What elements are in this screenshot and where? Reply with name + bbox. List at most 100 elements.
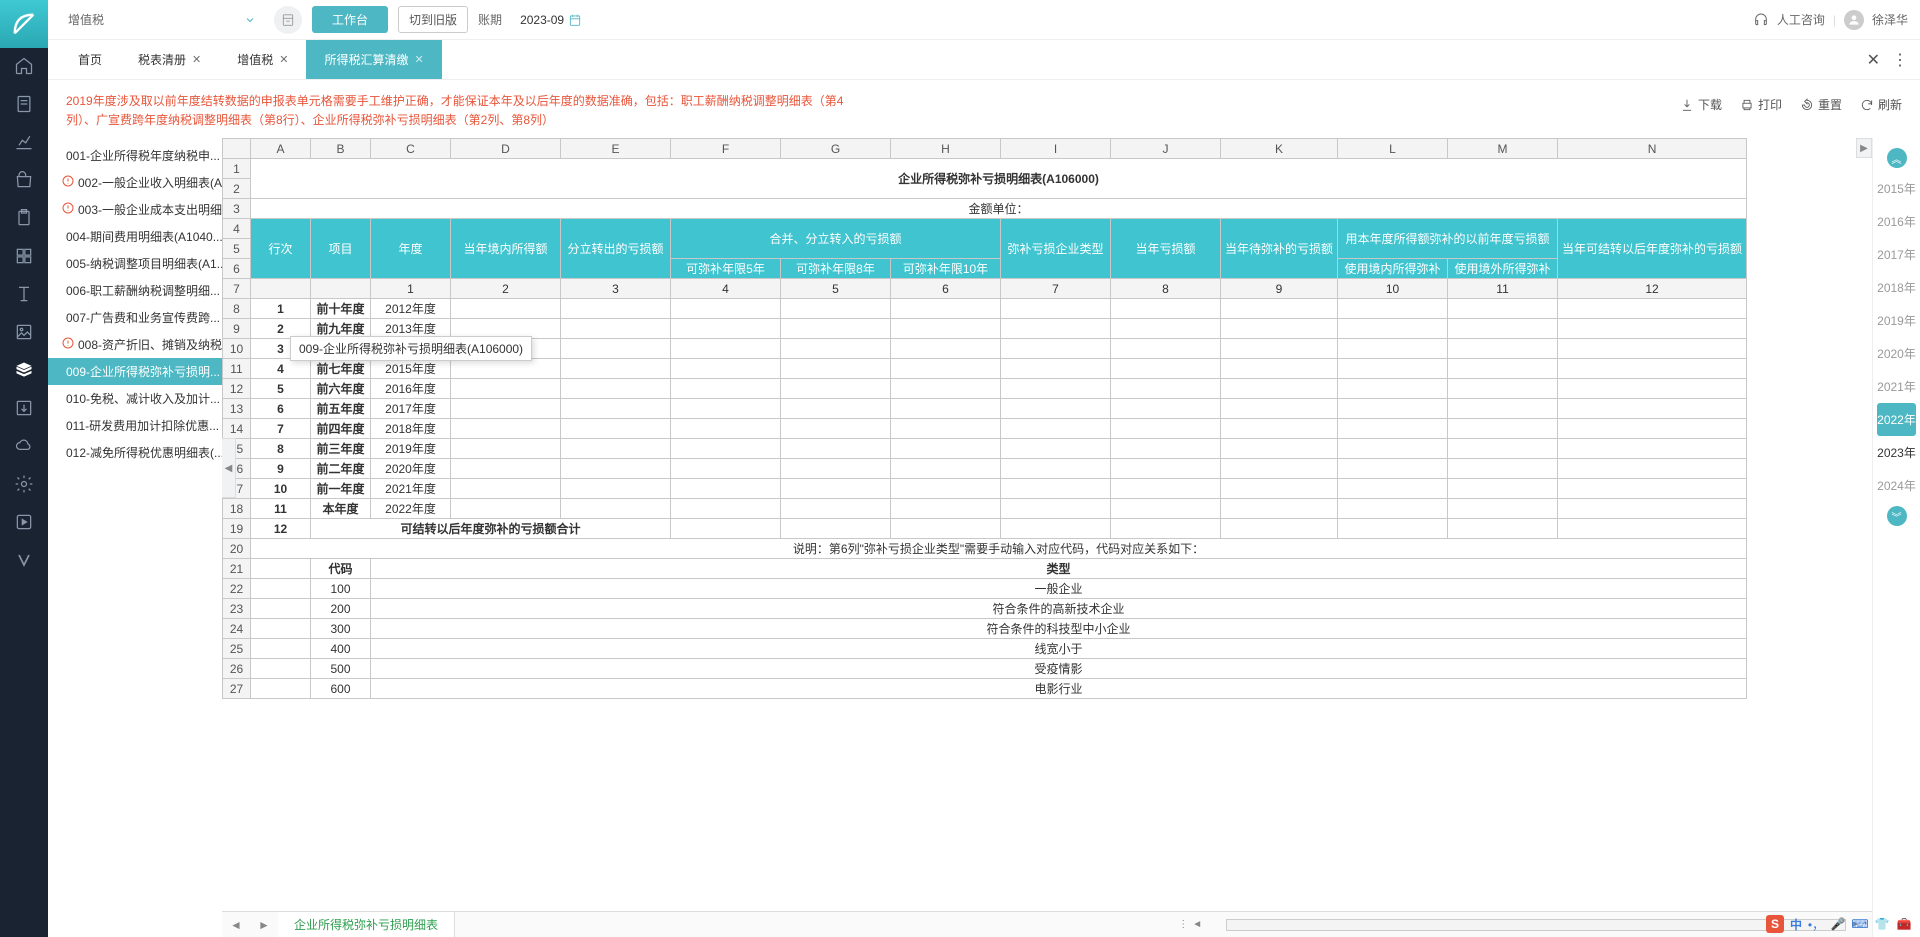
stack-icon[interactable]	[14, 360, 34, 380]
year-button[interactable]: 2017年	[1873, 238, 1920, 271]
tab-label: 税表清册	[138, 51, 186, 68]
company-name: 增值税	[68, 11, 104, 28]
sheet-expand-handle[interactable]: ▶	[1856, 138, 1872, 158]
tab[interactable]: 所得税汇算清缴 ✕	[306, 40, 441, 79]
grid-icon[interactable]	[14, 246, 34, 266]
tree-item-label: 005-纳税调整项目明细表(A1...	[66, 255, 222, 272]
ime-punct-icon[interactable]: •，	[1808, 916, 1824, 932]
year-button[interactable]: 2018年	[1873, 271, 1920, 304]
year-button[interactable]: 2020年	[1873, 337, 1920, 370]
ime-tool-icon[interactable]: 🧰	[1896, 916, 1912, 932]
ime-skin-icon[interactable]: 👕	[1874, 916, 1890, 932]
tree-item[interactable]: 002-一般企业收入明细表(A1...	[48, 169, 222, 196]
tab-close-icon[interactable]: ✕	[192, 53, 201, 66]
workbench-button[interactable]: 工作台	[312, 6, 388, 33]
sheet-tab[interactable]: 企业所得税弥补亏损明细表	[278, 912, 455, 937]
year-scroll-down[interactable]: ︾	[1887, 506, 1907, 526]
year-button[interactable]: 2021年	[1873, 370, 1920, 403]
tree-item[interactable]: 008-资产折旧、摊销及纳税...	[48, 331, 222, 358]
tree-item-label: 003-一般企业成本支出明细...	[78, 201, 222, 218]
tab-close-icon[interactable]: ✕	[279, 53, 288, 66]
tab-label: 所得税汇算清缴	[324, 51, 408, 68]
tab[interactable]: 增值税 ✕	[219, 40, 306, 79]
user-name[interactable]: 徐泽华	[1872, 11, 1908, 28]
reset-button[interactable]: 重置	[1800, 96, 1842, 113]
company-dropdown[interactable]: 增值税	[60, 11, 264, 28]
calendar-circle-button[interactable]	[274, 6, 302, 34]
ime-badge[interactable]: S	[1766, 915, 1784, 933]
year-button[interactable]: 2022年	[1877, 403, 1916, 436]
year-button[interactable]: 2016年	[1873, 205, 1920, 238]
warn-icon	[62, 202, 74, 217]
refresh-button[interactable]: 刷新	[1860, 96, 1902, 113]
ime-lang[interactable]: 中	[1790, 916, 1802, 933]
year-button[interactable]: 2024年	[1873, 469, 1920, 502]
home-icon[interactable]	[14, 56, 34, 76]
spreadsheet[interactable]: ABCDEFGHIJKLMN1企业所得税弥补亏损明细表(A106000)23金额…	[222, 138, 1872, 911]
chevron-down-icon	[244, 14, 256, 26]
tree-collapse-handle[interactable]: ◀	[222, 438, 236, 498]
doc-icon[interactable]	[14, 94, 34, 114]
warning-text: 2019年度涉及取以前年度结转数据的申报表单元格需要手工维护正确，才能保证本年及…	[66, 92, 846, 130]
clipboard-icon[interactable]	[14, 208, 34, 228]
tree-item-label: 002-一般企业收入明细表(A1...	[78, 174, 222, 191]
tab-label: 增值税	[237, 51, 273, 68]
print-button[interactable]: 打印	[1740, 96, 1782, 113]
warn-icon	[62, 175, 74, 190]
calendar-icon	[568, 13, 582, 27]
tab-close-icon[interactable]: ✕	[415, 53, 424, 66]
ime-keyboard-icon[interactable]: ⌨	[1852, 916, 1868, 932]
tab-label: 首页	[78, 51, 102, 68]
download-button[interactable]: 下载	[1680, 96, 1722, 113]
app-logo	[10, 10, 38, 38]
tree-item[interactable]: 003-一般企业成本支出明细...	[48, 196, 222, 223]
chart-icon[interactable]	[14, 132, 34, 152]
close-all-icon[interactable]: ✕	[1867, 50, 1880, 70]
tree-item-label: 009-企业所得税弥补亏损明...	[66, 363, 220, 380]
tab[interactable]: 税表清册 ✕	[120, 40, 219, 79]
v-icon[interactable]	[14, 550, 34, 570]
sheet-footer: ◄ ► 企业所得税弥补亏损明细表 ⋮ ◄ ►	[222, 911, 1872, 937]
tabs-bar: 首页 税表清册 ✕ 增值税 ✕ 所得税汇算清缴 ✕ ✕ ⋮	[48, 40, 1920, 80]
topbar: 增值税 工作台 切到旧版 账期 2023-09 人工咨询 | 徐泽华	[48, 0, 1920, 40]
tree-item[interactable]: 009-企业所得税弥补亏损明...	[48, 358, 222, 385]
tree-item-label: 001-企业所得税年度纳税申...	[66, 147, 220, 164]
tree-item[interactable]: 005-纳税调整项目明细表(A1...	[48, 250, 222, 277]
warn-icon	[62, 337, 74, 352]
period-value: 2023-09	[520, 13, 564, 27]
bag-icon[interactable]	[14, 170, 34, 190]
year-button[interactable]: 2019年	[1873, 304, 1920, 337]
tree-tooltip: 009-企业所得税弥补亏损明细表(A106000)	[290, 336, 532, 361]
tab[interactable]: 首页	[60, 40, 120, 79]
year-scroll-up[interactable]: ︽	[1887, 148, 1907, 168]
h-scrollbar[interactable]	[1226, 919, 1846, 931]
tree-item[interactable]: 007-广告费和业务宣传费跨...	[48, 304, 222, 331]
gear-icon[interactable]	[14, 474, 34, 494]
tabs-menu-icon[interactable]: ⋮	[1892, 50, 1908, 70]
ime-bar: S 中 •， 🎤 ⌨ 👕 🧰	[1766, 915, 1912, 933]
tree-item[interactable]: 011-研发费用加计扣除优惠...	[48, 412, 222, 439]
export-icon[interactable]	[14, 398, 34, 418]
tree-item-label: 008-资产折旧、摊销及纳税...	[78, 336, 222, 353]
tree-item[interactable]: 010-免税、减计收入及加计...	[48, 385, 222, 412]
ime-mic-icon[interactable]: 🎤	[1830, 916, 1846, 932]
tree-item[interactable]: 012-减免所得税优惠明细表(...	[48, 439, 222, 466]
tree-item[interactable]: 004-期间费用明细表(A1040...	[48, 223, 222, 250]
tree-item[interactable]: 001-企业所得税年度纳税申...	[48, 142, 222, 169]
period-picker[interactable]: 2023-09	[512, 10, 590, 30]
avatar[interactable]	[1844, 10, 1864, 30]
switch-old-button[interactable]: 切到旧版	[398, 6, 468, 33]
tree-item[interactable]: 006-职工薪酬纳税调整明细...	[48, 277, 222, 304]
year-button[interactable]: 2015年	[1873, 172, 1920, 205]
sheet-next-icon[interactable]: ►	[250, 918, 278, 932]
year-rail: ︽ 2015年2016年2017年2018年2019年2020年2021年202…	[1872, 138, 1920, 937]
consult-link[interactable]: 人工咨询	[1777, 11, 1825, 28]
text-icon[interactable]	[14, 284, 34, 304]
sheet-prev-icon[interactable]: ◄	[222, 918, 250, 932]
period-label: 账期	[478, 11, 502, 28]
play-icon[interactable]	[14, 512, 34, 532]
image-icon[interactable]	[14, 322, 34, 342]
cloud-icon[interactable]	[14, 436, 34, 456]
headset-icon	[1753, 12, 1769, 28]
year-button[interactable]: 2023年	[1873, 436, 1920, 469]
